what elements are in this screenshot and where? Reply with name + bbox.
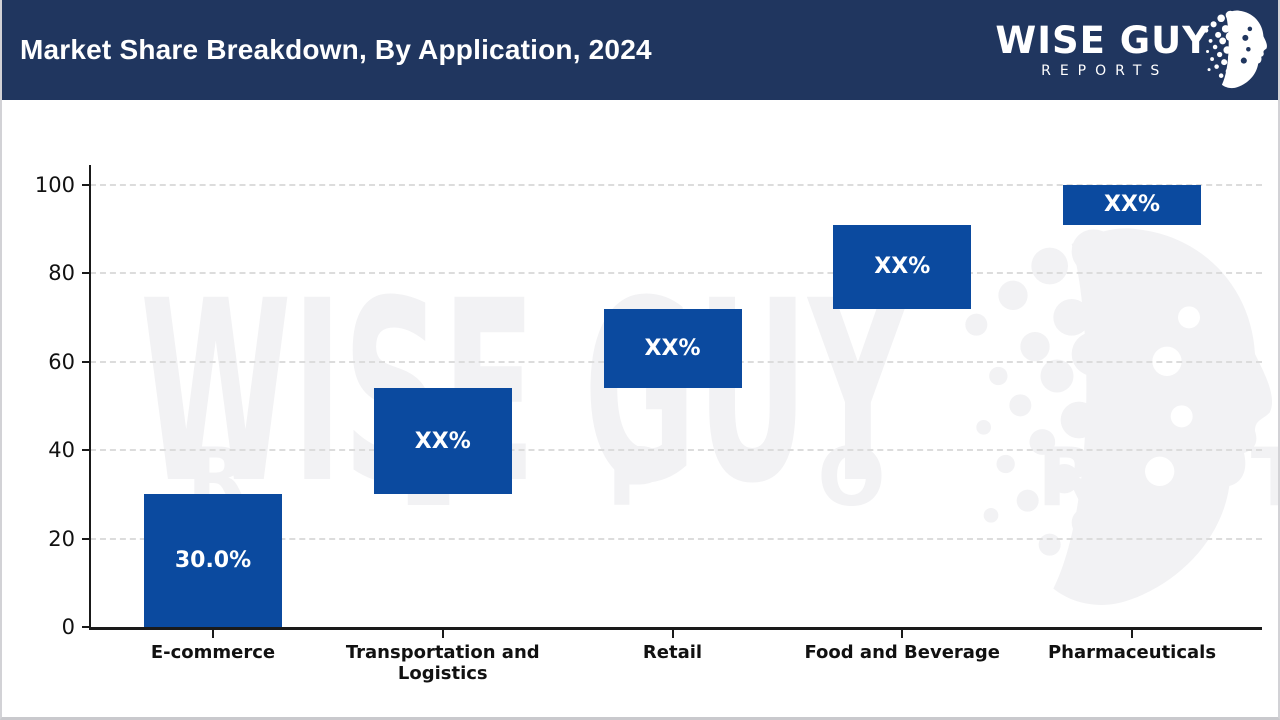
- plot: 0 20 40 60 80 100 30.0% E-commerce XX% Transporta…: [2, 100, 1278, 717]
- bar-food-and-beverage: XX%: [833, 224, 972, 309]
- header: Market Share Breakdown, By Application, …: [2, 0, 1278, 100]
- x-tickmark-0: [212, 629, 214, 638]
- x-category-label-2: Retail: [642, 642, 703, 663]
- x-tickmark-1: [441, 629, 444, 638]
- logo-wordmark: WISE GUY: [995, 18, 1210, 62]
- y-axis-line: [89, 165, 91, 629]
- y-tickmark-0: [82, 626, 89, 628]
- y-tickmark-60: [82, 360, 89, 363]
- y-tickmark-20: [82, 537, 89, 540]
- gridline-40: [90, 449, 1262, 452]
- x-category-label-3: Food and Beverage: [804, 642, 1001, 663]
- y-tick-label-60: 60: [48, 349, 75, 374]
- y-tick-label-0: 0: [61, 615, 75, 639]
- x-tickmark-2: [671, 629, 674, 638]
- bar-value-label: XX%: [1104, 192, 1160, 218]
- logo-subtitle: REPORTS: [1041, 62, 1169, 79]
- bar-retail: XX%: [603, 308, 742, 389]
- gridline-20: [90, 537, 1262, 540]
- logo-text: WISE GUY REPORTS: [995, 18, 1210, 79]
- y-tick-label-100: 100: [34, 173, 75, 197]
- wise-guy-logo: WISE GUY REPORTS: [995, 7, 1268, 93]
- x-axis-line: [89, 627, 1262, 630]
- y-tickmark-80: [82, 272, 89, 275]
- x-tickmark-4: [1131, 629, 1133, 638]
- bar-value-label: 30.0%: [174, 548, 252, 574]
- bar-transportation-and-logistics: XX%: [373, 388, 512, 495]
- x-category-label-0: E-commerce: [150, 642, 276, 663]
- y-tickmark-40: [82, 449, 89, 452]
- chart-title: Market Share Breakdown, By Application, …: [20, 34, 652, 65]
- x-category-label-4: Pharmaceuticals: [1047, 642, 1217, 663]
- bar-value-label: XX%: [414, 428, 471, 454]
- y-tick-label-80: 80: [48, 261, 75, 286]
- x-tickmark-3: [901, 629, 904, 638]
- bar-value-label: XX%: [874, 254, 931, 280]
- y-tickmark-100: [82, 184, 89, 186]
- gridline-80: [90, 272, 1262, 275]
- bar-e-commerce: 30.0%: [144, 494, 282, 627]
- y-tick-label-40: 40: [48, 438, 75, 463]
- gridline-100: [90, 184, 1262, 186]
- bar-value-label: XX%: [644, 336, 701, 362]
- x-category-label-1: Transportation and Logistics: [345, 642, 540, 684]
- chart-area: WISE GUY R E P O R T S 02: [2, 100, 1278, 717]
- logo-head-icon: [1203, 10, 1267, 89]
- y-tick-label-20: 20: [48, 526, 75, 551]
- bar-pharmaceuticals: XX%: [1063, 185, 1201, 225]
